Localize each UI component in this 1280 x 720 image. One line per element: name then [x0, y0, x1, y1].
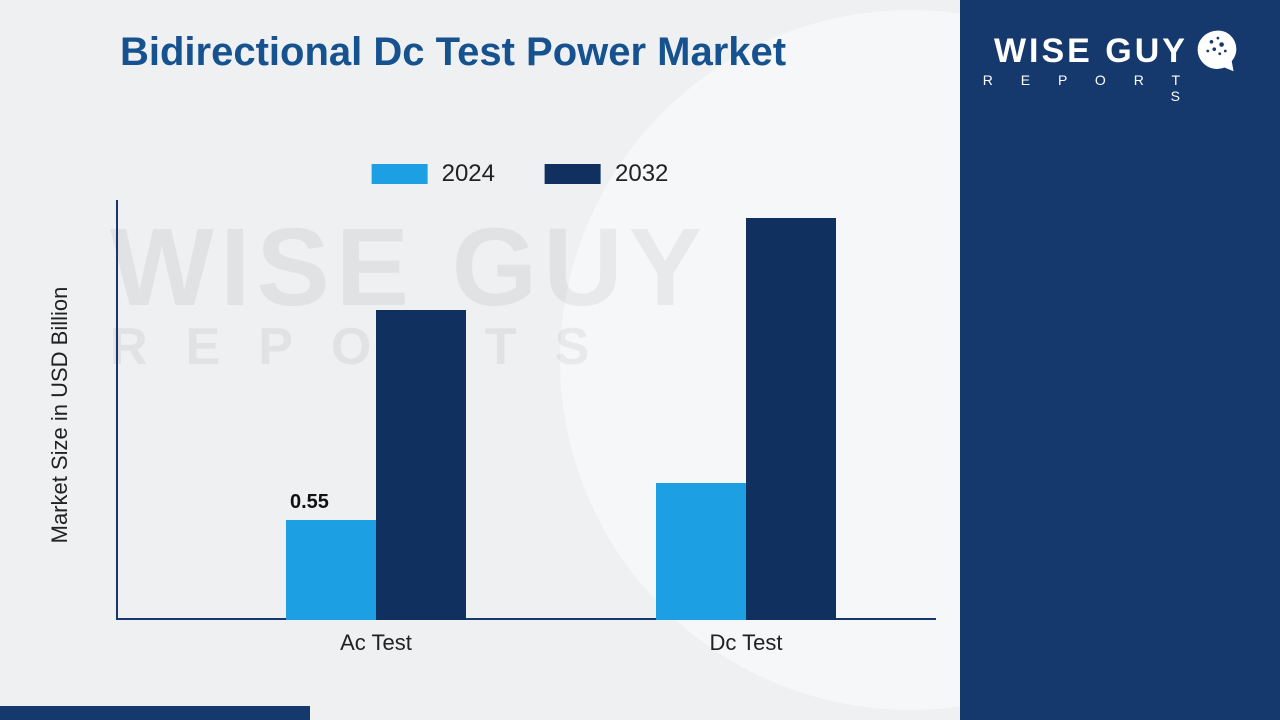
- chart-title: Bidirectional Dc Test Power Market: [120, 30, 786, 75]
- logo-text-line2: R E P O R T S: [980, 72, 1240, 104]
- head-icon: [1194, 28, 1240, 74]
- plot-area: 0.55Ac TestDc Test: [116, 200, 936, 620]
- y-axis: [116, 200, 118, 620]
- legend-label: 2032: [615, 160, 668, 188]
- legend-item: 2032: [545, 160, 668, 188]
- legend-swatch: [545, 164, 601, 184]
- x-tick-label: Dc Test: [710, 630, 783, 656]
- footer-accent-bar: [0, 706, 310, 720]
- y-axis-label: Market Size in USD Billion: [47, 287, 73, 544]
- bar-group: Ac Test: [286, 310, 466, 620]
- right-brand-panel: [960, 0, 1280, 720]
- chart-area: 20242032 Market Size in USD Billion 0.55…: [80, 160, 960, 670]
- canvas: WISE GUY REPORTS WISE GUY R E P O R T S …: [0, 0, 1280, 720]
- bar: [656, 483, 746, 620]
- brand-logo: WISE GUY R E P O R T S: [980, 28, 1240, 104]
- bar-group: Dc Test: [656, 218, 836, 620]
- x-tick-label: Ac Test: [340, 630, 412, 656]
- bar: [376, 310, 466, 620]
- legend-item: 2024: [372, 160, 495, 188]
- bar: [286, 520, 376, 620]
- legend: 2024 2032: [372, 160, 669, 188]
- legend-label: 2024: [442, 160, 495, 188]
- legend-swatch: [372, 164, 428, 184]
- logo-text-line1: WISE GUY: [994, 32, 1188, 71]
- bar: [746, 218, 836, 620]
